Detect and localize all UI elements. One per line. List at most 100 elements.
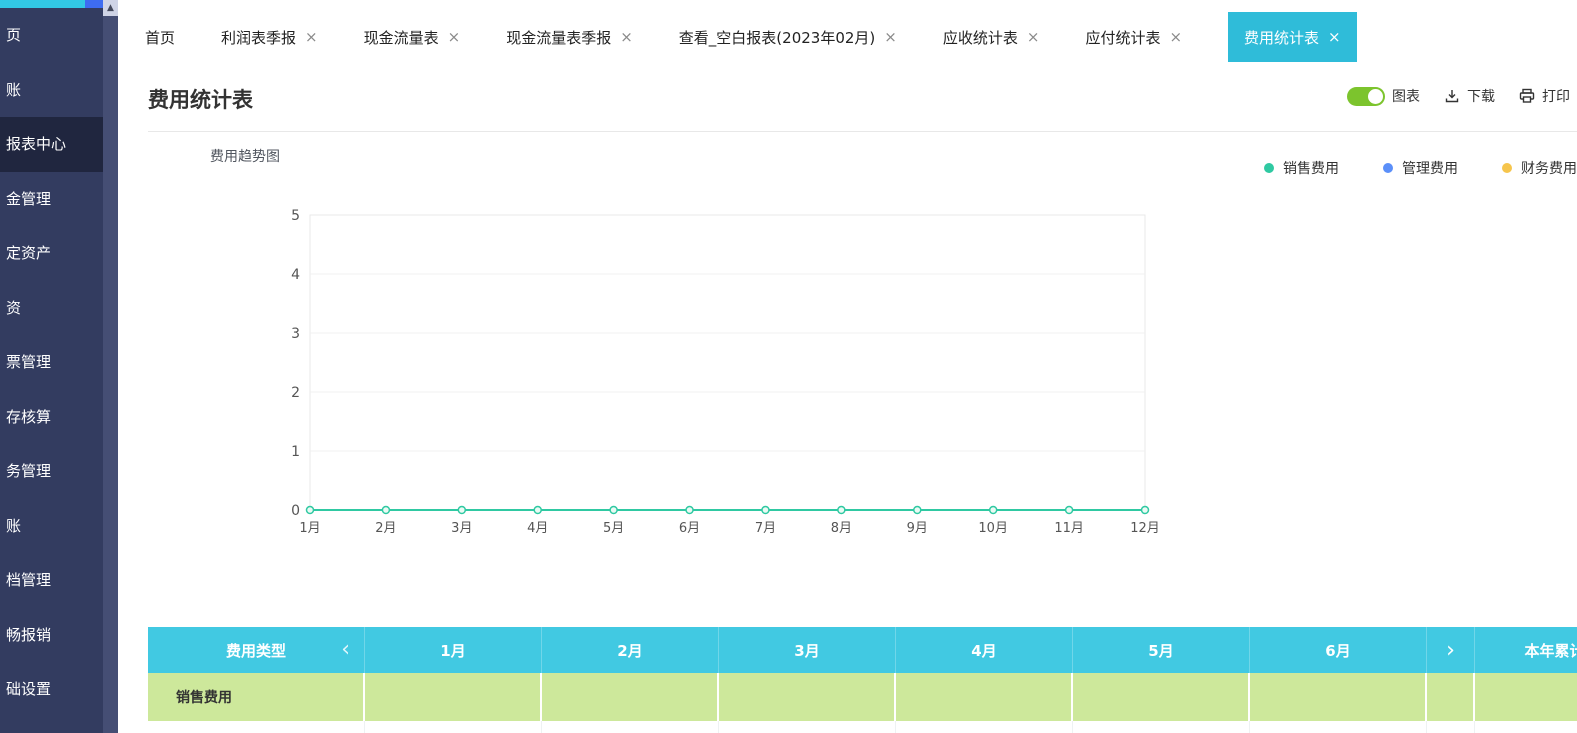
svg-text:12月: 12月: [1130, 521, 1160, 536]
tab-close-icon[interactable]: ×: [305, 28, 318, 46]
sidebar: 页账报表中心 金管理 定资产资票管理 存核算 务管理账档管理 畅报销 础设置: [0, 0, 103, 733]
svg-text:1: 1: [291, 444, 300, 460]
table-header-row: 费用类型 ‹ 1月 2月 3月 4月 5月 6月 › 本年累计: [148, 627, 1577, 673]
svg-text:10月: 10月: [978, 521, 1008, 536]
row-cell: [542, 721, 719, 733]
trend-chart: 0 1 2 3 4 5 1月 2月 3月 4月 5月 6月 7月 8月 9月 10月 11月 12月: [291, 208, 1160, 536]
tab-active[interactable]: 费用统计表 ×: [1228, 12, 1357, 62]
tab[interactable]: 现金流量表 ×: [364, 12, 461, 62]
sidebar-menu: 页账报表中心 金管理 定资产资票管理 存核算 务管理账档管理 畅报销 础设置: [0, 8, 103, 717]
table-header-month[interactable]: 5月: [1073, 627, 1250, 673]
legend-label: 管理费用: [1402, 161, 1458, 177]
sidebar-item[interactable]: 票管理: [6, 353, 52, 371]
row-cell: [1073, 721, 1250, 733]
page-title: 费用统计表: [148, 88, 253, 112]
prev-page-icon[interactable]: ‹: [341, 637, 350, 662]
svg-text:4月: 4月: [527, 521, 548, 536]
svg-text:7月: 7月: [755, 521, 776, 536]
print-label: 打印: [1542, 89, 1570, 105]
tab-label: 现金流量表: [363, 28, 439, 47]
main-content: 首页 利润表季报 × 现金流量表 × 现金流量表季报 × 查看_空白报表(2023年02月) ×…: [118, 0, 1577, 733]
legend-label: 财务费用: [1521, 161, 1577, 177]
chart-legend: 销售费用 管理费用 财务费用: [1264, 158, 1577, 178]
legend-dot-icon: [1264, 163, 1274, 173]
chart-toggle-group: 图表: [1347, 86, 1420, 106]
tab[interactable]: 首页: [145, 12, 175, 62]
legend-dot-icon: [1383, 163, 1393, 173]
sidebar-item[interactable]: 账: [6, 516, 22, 535]
table-header-month[interactable]: 1月: [365, 627, 542, 673]
table-header-month[interactable]: 6月: [1250, 627, 1427, 673]
svg-text:3月: 3月: [451, 521, 472, 536]
legend-item[interactable]: 财务费用: [1502, 158, 1577, 178]
table-row[interactable]: 销售费用: [148, 673, 1577, 721]
tab[interactable]: 利润表季报 ×: [221, 12, 318, 62]
download-icon: [1445, 90, 1459, 103]
sidebar-item[interactable]: 础设置: [6, 680, 52, 698]
tab-label: 应付统计表: [1085, 28, 1161, 47]
legend-label: 销售费用: [1283, 161, 1339, 177]
table-header-type: 费用类型 ‹: [148, 627, 365, 673]
row-cell: [896, 721, 1073, 733]
tab-close-icon[interactable]: ×: [447, 28, 461, 46]
row-label: [148, 721, 365, 733]
chart-table-toggle[interactable]: [1347, 86, 1385, 106]
sidebar-item[interactable]: 金管理: [6, 189, 52, 208]
tab-label: 现金流量表季报: [506, 28, 612, 47]
tab[interactable]: 应收统计表 ×: [943, 12, 1040, 62]
table-header-month[interactable]: 2月: [542, 627, 719, 673]
table-header-month[interactable]: 3月: [719, 627, 896, 673]
row-cell-total: [1475, 721, 1577, 733]
sidebar-item[interactable]: 畅报销: [6, 625, 52, 644]
svg-text:0: 0: [291, 503, 300, 519]
scroll-up-icon[interactable]: ▲: [103, 0, 118, 16]
tab-label: 查看_空白报表(2023年02月): [678, 28, 876, 47]
print-button[interactable]: 打印: [1519, 86, 1570, 106]
sidebar-item[interactable]: 页: [6, 26, 22, 44]
tab-close-icon[interactable]: ×: [620, 28, 633, 46]
row-cell: [542, 673, 719, 721]
row-cell: [1250, 721, 1427, 733]
sidebar-item[interactable]: 报表中心: [0, 117, 103, 172]
sidebar-item[interactable]: 务管理: [6, 462, 52, 480]
sidebar-item[interactable]: 定资产: [6, 244, 52, 262]
tab-bar: 首页 利润表季报 × 现金流量表 × 现金流量表季报 × 查看_空白报表(2023年02月) ×…: [118, 12, 1577, 62]
table-header-total: 本年累计: [1475, 627, 1577, 673]
sidebar-item[interactable]: 存核算: [6, 407, 52, 426]
tab-label: 首页: [145, 28, 176, 47]
legend-item[interactable]: 管理费用: [1383, 158, 1458, 178]
row-cell: [719, 721, 896, 733]
row-cell: [896, 673, 1073, 721]
toggle-knob: [1368, 88, 1383, 104]
chart-toggle-label: 图表: [1392, 89, 1420, 105]
svg-text:6月: 6月: [679, 521, 700, 536]
tab-label: 费用统计表: [1244, 28, 1320, 47]
table-row-partial[interactable]: [148, 721, 1577, 733]
row-cell-nav: [1427, 673, 1475, 721]
tab[interactable]: 查看_空白报表(2023年02月) ×: [679, 12, 897, 62]
tab-close-icon[interactable]: ×: [1026, 28, 1040, 46]
row-cell: [365, 673, 542, 721]
tab-close-icon[interactable]: ×: [1328, 28, 1341, 46]
tab[interactable]: 应付统计表 ×: [1085, 12, 1182, 62]
svg-text:1月: 1月: [299, 521, 320, 536]
legend-item[interactable]: 销售费用: [1264, 158, 1339, 178]
legend-dot-icon: [1502, 163, 1512, 173]
sidebar-item[interactable]: 资: [6, 298, 22, 317]
row-label: 销售费用: [148, 673, 365, 721]
table-body: 销售费用: [148, 673, 1577, 733]
sidebar-item[interactable]: 档管理: [6, 571, 52, 589]
row-cell-nav: [1427, 721, 1475, 733]
svg-text:8月: 8月: [831, 521, 852, 536]
sidebar-scrollbar[interactable]: ▲: [103, 0, 118, 733]
row-cell: [1073, 673, 1250, 721]
download-button[interactable]: 下载: [1444, 86, 1495, 106]
expense-table: 费用类型 ‹ 1月 2月 3月 4月 5月 6月 › 本年累计 销售费用: [148, 627, 1577, 733]
tab-close-icon[interactable]: ×: [884, 28, 897, 46]
tab[interactable]: 现金流量表季报 ×: [506, 12, 633, 62]
tab-close-icon[interactable]: ×: [1169, 28, 1183, 46]
next-page-icon[interactable]: ›: [1427, 627, 1475, 673]
row-cell: [365, 721, 542, 733]
sidebar-item[interactable]: 账: [6, 80, 22, 99]
table-header-month[interactable]: 4月: [896, 627, 1073, 673]
